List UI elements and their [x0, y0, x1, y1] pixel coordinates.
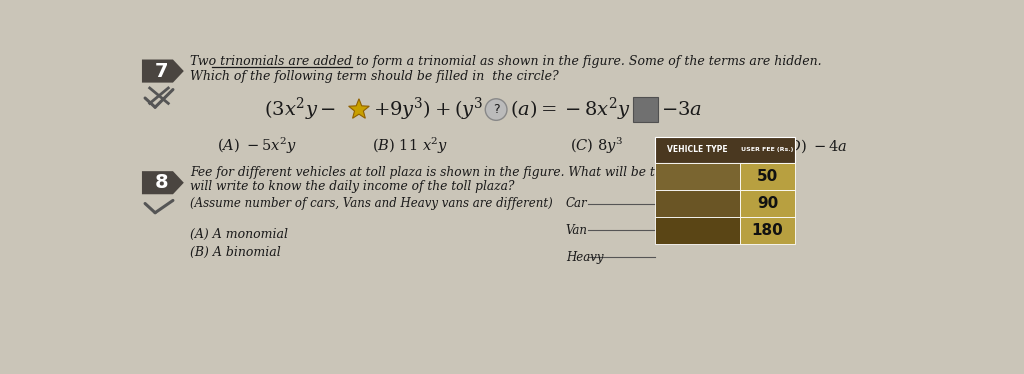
- FancyBboxPatch shape: [740, 190, 795, 217]
- Text: Two trinomials are added to form a trinomial as shown in the figure. Some of the: Two trinomials are added to form a trino…: [190, 55, 821, 68]
- Text: $(a) = -8x^2y+$: $(a) = -8x^2y+$: [510, 96, 649, 123]
- Text: 7: 7: [155, 62, 168, 80]
- Text: $(D)\ -4a$: $(D)\ -4a$: [783, 137, 848, 154]
- Text: Heavy: Heavy: [566, 251, 603, 264]
- Text: will write to know the daily income of the toll plaza?: will write to know the daily income of t…: [190, 180, 514, 193]
- Text: $-3a$: $-3a$: [662, 100, 702, 119]
- Text: (A) A monomial: (A) A monomial: [190, 228, 288, 241]
- Text: (B) A binomial: (B) A binomial: [190, 245, 281, 258]
- Circle shape: [485, 99, 507, 120]
- Text: (Assume number of cars, Vans and Heavy vans are different): (Assume number of cars, Vans and Heavy v…: [190, 197, 553, 210]
- FancyBboxPatch shape: [633, 97, 658, 122]
- FancyBboxPatch shape: [655, 217, 740, 244]
- Text: USER FEE (Rs.): USER FEE (Rs.): [741, 147, 794, 153]
- FancyBboxPatch shape: [655, 190, 740, 217]
- Text: 50: 50: [757, 169, 778, 184]
- Polygon shape: [142, 171, 183, 194]
- Text: Van: Van: [566, 224, 588, 237]
- Text: Car: Car: [566, 197, 588, 210]
- FancyBboxPatch shape: [740, 217, 795, 244]
- Text: $(3x^2y-$: $(3x^2y-$: [263, 96, 336, 123]
- Text: $(A)\ -5x^2y$: $(A)\ -5x^2y$: [217, 136, 297, 156]
- Text: VEHICLE TYPE: VEHICLE TYPE: [668, 145, 728, 154]
- FancyBboxPatch shape: [655, 163, 740, 190]
- Text: Fee for different vehicles at toll plaza is shown in the figure. What will be th: Fee for different vehicles at toll plaza…: [190, 166, 796, 179]
- Text: $(B)\ 11\ x^2y$: $(B)\ 11\ x^2y$: [372, 136, 449, 156]
- Text: $(C)\ 8y^3$: $(C)\ 8y^3$: [569, 136, 623, 156]
- Text: $+9y^3)+(y^3-$: $+9y^3)+(y^3-$: [373, 96, 503, 123]
- Text: ?: ?: [493, 103, 500, 116]
- Text: 8: 8: [155, 173, 168, 192]
- Polygon shape: [142, 59, 183, 83]
- Text: Which of the following term should be filled in  the circle?: Which of the following term should be fi…: [190, 70, 559, 83]
- Text: 90: 90: [757, 196, 778, 211]
- Polygon shape: [348, 99, 370, 118]
- FancyBboxPatch shape: [655, 137, 795, 163]
- Text: 180: 180: [752, 223, 783, 238]
- FancyBboxPatch shape: [740, 163, 795, 190]
